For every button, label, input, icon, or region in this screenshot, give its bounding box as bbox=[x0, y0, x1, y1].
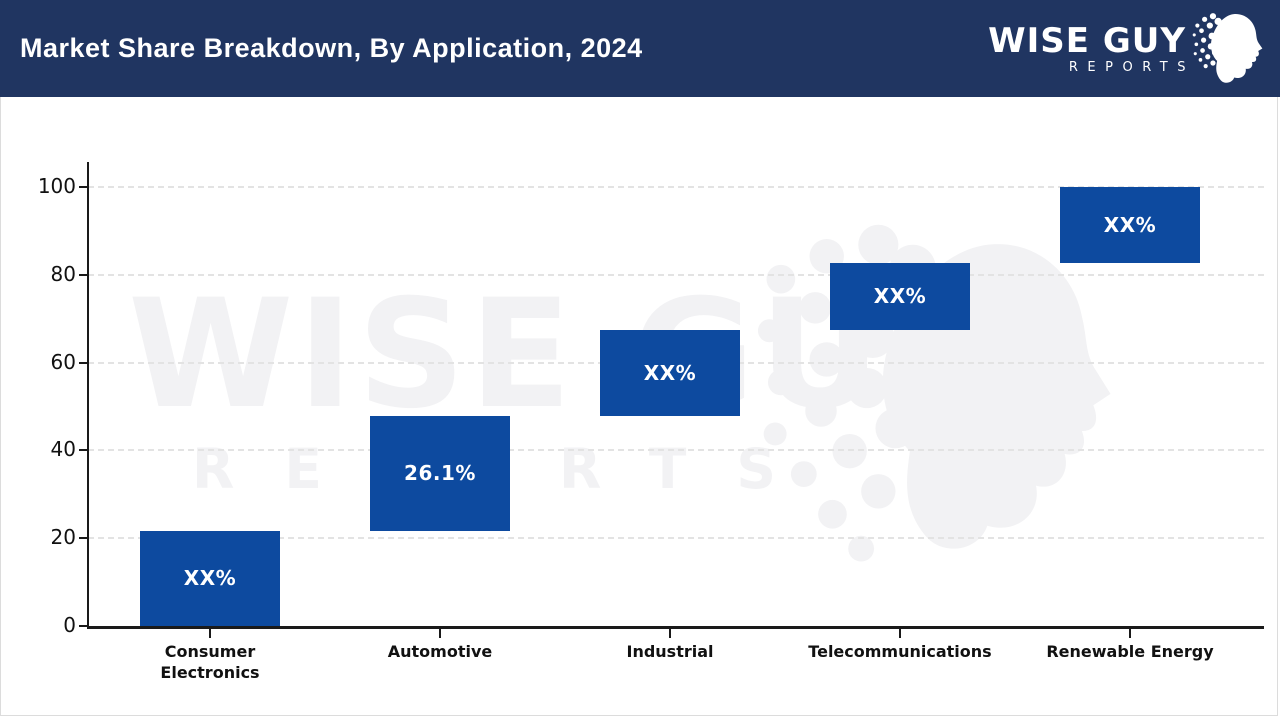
bar-value-label: XX% bbox=[183, 566, 237, 591]
bar-telecommunications: XX% bbox=[830, 262, 970, 330]
bar-value-label: XX% bbox=[1103, 212, 1157, 237]
logo-subtitle: REPORTS bbox=[1068, 60, 1195, 76]
logo-head-profile-icon bbox=[1192, 13, 1263, 83]
y-tick-label-100: 100 bbox=[37, 174, 76, 198]
gridline-80 bbox=[88, 273, 1264, 276]
y-tick-label-80: 80 bbox=[50, 261, 76, 286]
header-bar: Market Share Breakdown, By Application, … bbox=[0, 0, 1280, 97]
y-tick-80 bbox=[79, 273, 87, 276]
x-tick-3 bbox=[899, 629, 901, 638]
x-tick-label-3: Telecommunications bbox=[808, 642, 992, 661]
x-tick-0 bbox=[209, 629, 211, 638]
x-tick-label-2: Industrial bbox=[626, 642, 714, 661]
gridline-40 bbox=[88, 449, 1264, 452]
bar-renewable-energy: XX% bbox=[1060, 187, 1200, 263]
y-tick-0 bbox=[79, 625, 87, 627]
logo-text: WISE GUY REPORTS bbox=[988, 24, 1186, 75]
x-tick-4 bbox=[1129, 629, 1131, 638]
y-tick-label-60: 60 bbox=[50, 349, 76, 374]
x-tick-1 bbox=[439, 629, 441, 638]
x-tick-2 bbox=[669, 629, 671, 638]
y-tick-label-0: 0 bbox=[63, 613, 76, 637]
y-tick-20 bbox=[79, 537, 87, 540]
bar-value-label: 26.1% bbox=[404, 461, 476, 486]
x-tick-label-1: Automotive bbox=[387, 642, 493, 661]
gridline-100 bbox=[88, 186, 1264, 188]
page-title: Market Share Breakdown, By Application, … bbox=[20, 33, 643, 63]
bar-automotive: 26.1% bbox=[370, 416, 510, 531]
y-tick-40 bbox=[79, 449, 87, 452]
y-tick-100 bbox=[79, 186, 87, 188]
y-axis-line bbox=[87, 162, 89, 628]
logo-wordmark: WISE GUY bbox=[988, 21, 1186, 62]
y-tick-label-40: 40 bbox=[50, 437, 76, 462]
y-tick-60 bbox=[79, 361, 87, 364]
gridline-20 bbox=[88, 537, 1264, 540]
bar-value-label: XX% bbox=[873, 284, 927, 309]
x-tick-label-4: Renewable Energy bbox=[1046, 642, 1214, 661]
wise-guy-reports-logo: WISE GUY REPORTS bbox=[988, 8, 1266, 92]
bar-industrial: XX% bbox=[600, 329, 740, 417]
bar-consumer-electronics: XX% bbox=[140, 530, 280, 626]
x-tick-label-0: Consumer Electronics bbox=[160, 642, 260, 682]
x-axis-line bbox=[87, 626, 1264, 629]
y-tick-label-20: 20 bbox=[50, 525, 76, 550]
bar-value-label: XX% bbox=[643, 360, 697, 385]
